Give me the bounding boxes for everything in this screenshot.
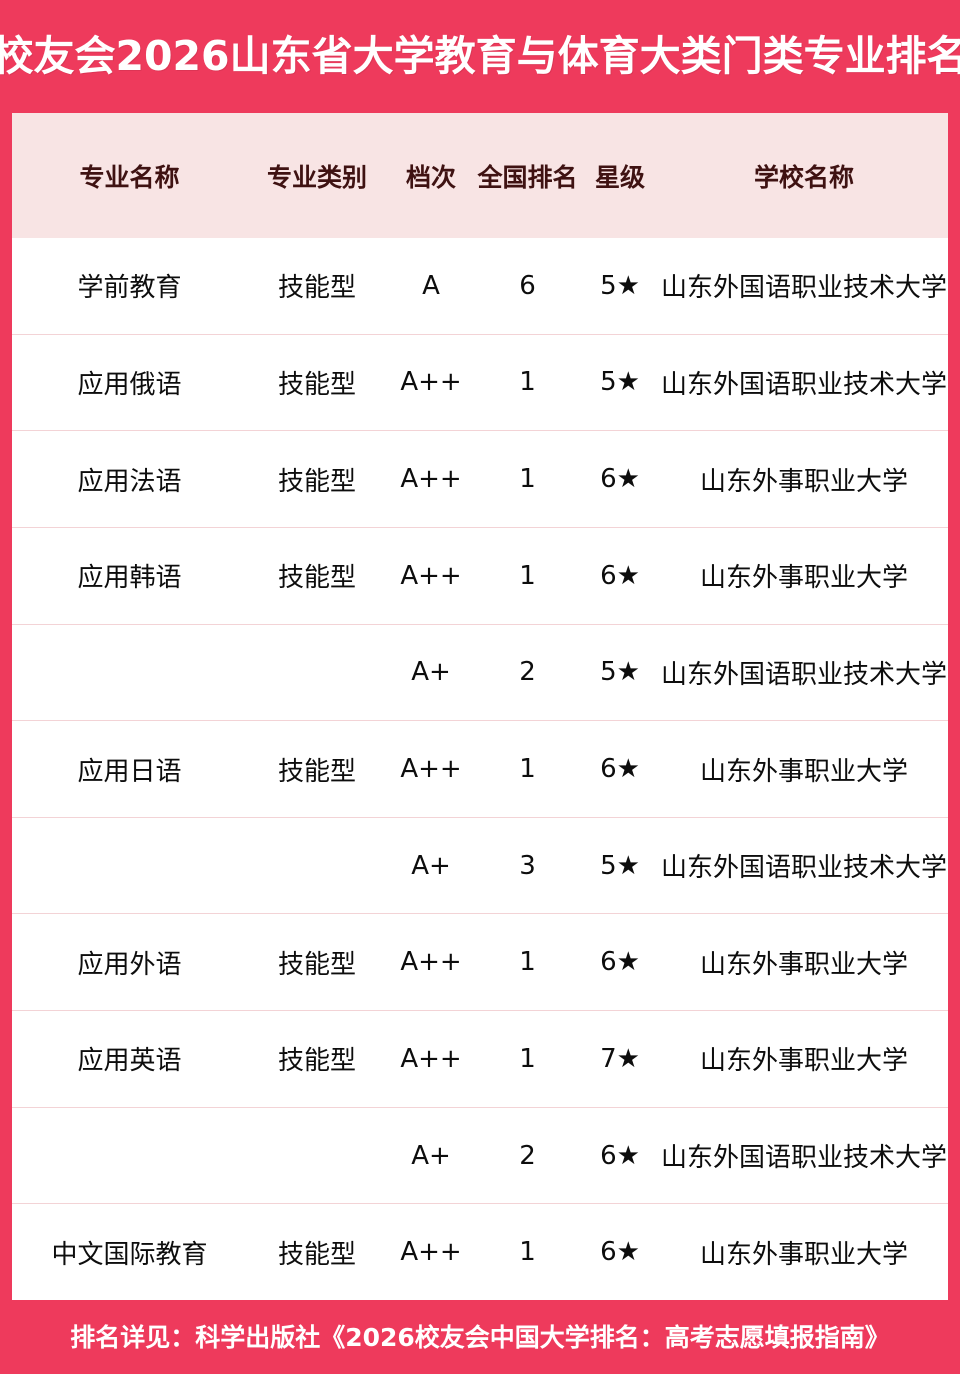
cell-school: 山东外事职业大学: [699, 1046, 908, 1077]
cell-major: 应用外语: [77, 949, 182, 980]
cell-major: 应用韩语: [77, 563, 182, 594]
cell-stars: 5★: [600, 850, 640, 881]
table-row: 应用外语 技能型 A++ 1 6★ 山东外事职业大学: [12, 913, 948, 1010]
cell-rank: 1: [519, 947, 536, 978]
cell-stars: 6★: [600, 560, 640, 591]
footer-note: 排名详见：科学出版社《2026校友会中国大学排名：高考志愿填报指南》: [70, 1322, 890, 1352]
cell-grade: A++: [400, 367, 462, 398]
cell-school: 山东外事职业大学: [699, 466, 908, 497]
cell-rank: 1: [519, 464, 536, 495]
cell-stars: 6★: [600, 947, 640, 978]
table-row: A+ 2 5★ 山东外国语职业技术大学: [12, 623, 948, 721]
cell-grade: A+: [411, 850, 451, 881]
cell-major: 学前教育: [77, 273, 182, 304]
cell-major: 应用日语: [77, 756, 182, 787]
cell-school: 山东外事职业大学: [699, 949, 908, 980]
cell-category: 技能型: [277, 563, 356, 594]
cell-school: 山东外国语职业技术大学: [660, 659, 947, 690]
cell-school: 山东外国语职业技术大学: [660, 853, 947, 884]
cell-school: 山东外事职业大学: [699, 563, 908, 594]
cell-stars: 6★: [600, 464, 640, 495]
cell-major: 应用英语: [77, 1046, 182, 1077]
cell-grade: A++: [400, 1043, 462, 1074]
cell-grade: A+: [411, 1140, 451, 1171]
cell-category: 技能型: [277, 756, 356, 787]
cell-school: 山东外国语职业技术大学: [660, 273, 947, 304]
cell-category: 技能型: [277, 1239, 356, 1270]
cell-rank: 1: [519, 560, 536, 591]
table-row: 应用日语 技能型 A++ 1 6★ 山东外事职业大学: [12, 720, 948, 817]
table-card-wrapper: 专业名称 专业类别 档次 全国排名 星级 学校名称 学前教育 技能型 A 6 5★ 山东外…: [0, 113, 960, 1300]
cell-school: 山东外国语职业技术大学: [660, 1143, 947, 1174]
cell-stars: 6★: [600, 1237, 640, 1268]
table-row: A+ 3 5★ 山东外国语职业技术大学: [12, 816, 948, 914]
cell-rank: 1: [519, 367, 536, 398]
ranking-table: 专业名称 专业类别 档次 全国排名 星级 学校名称 学前教育 技能型 A 6 5★ 山东外…: [12, 113, 948, 1300]
table-header-row: 专业名称 专业类别 档次 全国排名 星级 学校名称: [12, 113, 948, 238]
cell-rank: 3: [519, 850, 536, 881]
cell-category: 技能型: [277, 273, 356, 304]
cell-school: 山东外事职业大学: [699, 1239, 908, 1270]
cell-stars: 5★: [600, 367, 640, 398]
table-row: 学前教育 技能型 A 6 5★ 山东外国语职业技术大学: [12, 238, 948, 334]
cell-rank: 2: [519, 1140, 536, 1171]
page-title: 校友会2026山东省大学教育与体育大类门类专业排名: [0, 32, 960, 80]
cell-major: 应用法语: [77, 466, 182, 497]
column-header-grade: 档次: [405, 162, 456, 192]
table-row: 中文国际教育 技能型 A++ 1 6★ 山东外事职业大学: [12, 1203, 948, 1300]
cell-stars: 6★: [600, 754, 640, 785]
cell-rank: 6: [519, 270, 536, 301]
table-row: A+ 2 6★ 山东外国语职业技术大学: [12, 1106, 948, 1204]
cell-school: 山东外国语职业技术大学: [660, 369, 947, 400]
cell-rank: 1: [519, 754, 536, 785]
cell-school: 山东外事职业大学: [699, 756, 908, 787]
column-header-major: 专业名称: [79, 162, 180, 192]
cell-category: 技能型: [277, 369, 356, 400]
table-row: 应用俄语 技能型 A++ 1 5★ 山东外国语职业技术大学: [12, 333, 948, 431]
title-banner: 校友会2026山东省大学教育与体育大类门类专业排名: [0, 0, 960, 113]
cell-category: 技能型: [277, 1046, 356, 1077]
column-header-stars: 星级: [594, 162, 645, 192]
table-row: 应用法语 技能型 A++ 1 6★ 山东外事职业大学: [12, 430, 948, 527]
cell-category: 技能型: [277, 949, 356, 980]
column-header-rank: 全国排名: [477, 162, 578, 192]
cell-grade: A++: [400, 1237, 462, 1268]
cell-grade: A++: [400, 947, 462, 978]
footer-banner: 排名详见：科学出版社《2026校友会中国大学排名：高考志愿填报指南》: [0, 1300, 960, 1374]
cell-major: 应用俄语: [77, 369, 182, 400]
cell-grade: A: [422, 270, 440, 301]
cell-stars: 7★: [600, 1043, 640, 1074]
cell-rank: 1: [519, 1237, 536, 1268]
table-row: 应用韩语 技能型 A++ 1 6★ 山东外事职业大学: [12, 526, 948, 624]
cell-category: 技能型: [277, 466, 356, 497]
table-body: 学前教育 技能型 A 6 5★ 山东外国语职业技术大学 应用俄语 技能型 A++ 1 5★ 山东外国语…: [12, 238, 948, 1300]
cell-rank: 1: [519, 1043, 536, 1074]
cell-major: 中文国际教育: [51, 1239, 208, 1270]
table-row: 应用英语 技能型 A++ 1 7★ 山东外事职业大学: [12, 1010, 948, 1107]
cell-stars: 5★: [600, 270, 640, 301]
cell-grade: A++: [400, 754, 462, 785]
cell-grade: A++: [400, 464, 462, 495]
cell-rank: 2: [519, 657, 536, 688]
cell-stars: 6★: [600, 1140, 640, 1171]
column-header-category: 专业类别: [266, 162, 367, 192]
cell-stars: 5★: [600, 657, 640, 688]
column-header-school: 学校名称: [753, 162, 854, 192]
cell-grade: A+: [411, 657, 451, 688]
cell-grade: A++: [400, 560, 462, 591]
